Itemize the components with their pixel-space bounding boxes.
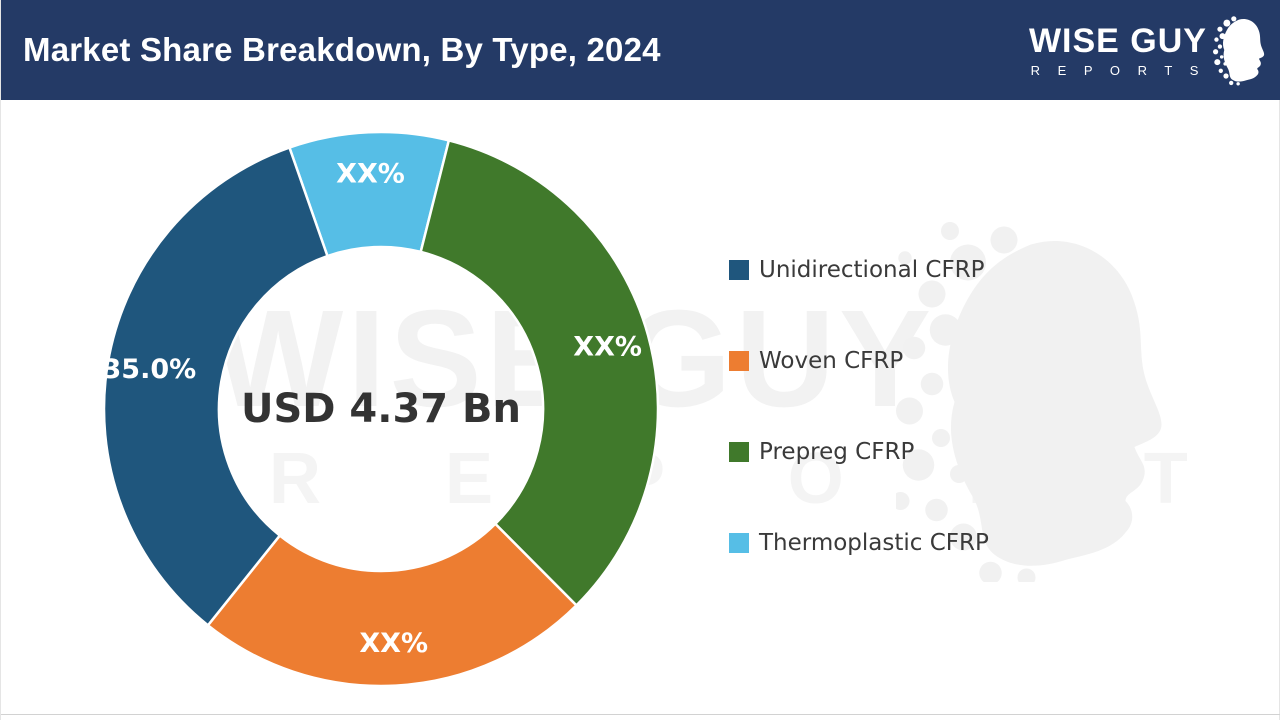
donut-chart: XX% XX% XX% 35.0% USD 4.37 Bn — [102, 130, 660, 688]
legend-label: Thermoplastic CFRP — [759, 530, 989, 556]
legend-label: Prepreg CFRP — [759, 439, 915, 465]
logo-text: WISE GUY R E P O R T S — [1029, 24, 1207, 77]
donut-segment-woven-cfrp — [206, 522, 579, 688]
legend-swatch-green — [729, 442, 749, 462]
page-title: Market Share Breakdown, By Type, 2024 — [23, 31, 661, 68]
logo-name: WISE GUY — [1028, 21, 1207, 60]
segment-value-label: XX% — [359, 628, 428, 659]
chart-legend: Unidirectional CFRP Woven CFRP Prepreg C… — [729, 255, 989, 619]
donut-center-value: USD 4.37 Bn — [241, 386, 521, 432]
segment-value-label: 35.0% — [103, 354, 197, 385]
legend-label: Woven CFRP — [759, 348, 904, 374]
donut-segment-unidirectional-cfrp — [102, 145, 330, 628]
legend-swatch-light-blue — [729, 533, 749, 553]
segment-value-label: XX% — [336, 159, 405, 190]
legend-item-unidirectional-cfrp: Unidirectional CFRP — [729, 255, 989, 285]
donut-segment-prepreg-cfrp — [419, 138, 660, 608]
segment-value-label: XX% — [573, 331, 642, 362]
legend-item-prepreg-cfrp: Prepreg CFRP — [729, 437, 989, 467]
legend-item-woven-cfrp: Woven CFRP — [729, 346, 989, 376]
watermark-face-icon — [896, 222, 1162, 582]
logo-face-icon — [1213, 16, 1265, 86]
legend-item-thermoplastic-cfrp: Thermoplastic CFRP — [729, 528, 989, 558]
legend-swatch-dark-blue — [729, 260, 749, 280]
bottom-divider — [1, 714, 1280, 715]
header-bar: Market Share Breakdown, By Type, 2024 WI… — [1, 0, 1280, 100]
wise-guy-logo: WISE GUY R E P O R T S — [1029, 0, 1265, 100]
legend-swatch-orange — [729, 351, 749, 371]
legend-label: Unidirectional CFRP — [759, 257, 985, 283]
logo-tagline: R E P O R T S — [1030, 62, 1206, 78]
